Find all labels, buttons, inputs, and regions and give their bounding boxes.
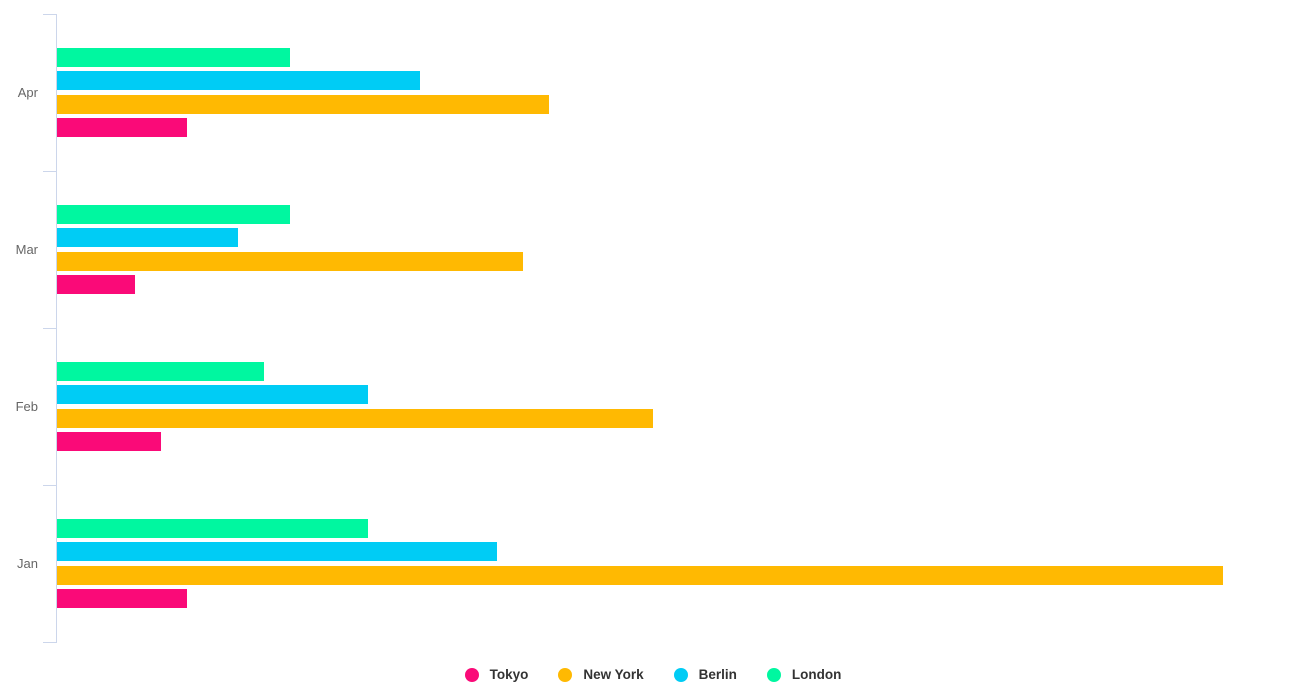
category-group-apr: Apr: [0, 14, 1306, 171]
bar-london-apr[interactable]: [57, 47, 291, 67]
category-label-apr: Apr: [17, 85, 38, 100]
category-label-mar: Mar: [15, 242, 38, 257]
bar-group: [57, 47, 550, 138]
legend-item-berlin[interactable]: Berlin: [673, 667, 737, 682]
bar-berlin-apr[interactable]: [57, 71, 420, 91]
bar-berlin-mar[interactable]: [57, 228, 239, 248]
category-group-feb: Feb: [0, 328, 1306, 485]
bar-london-feb[interactable]: [57, 361, 265, 381]
legend-item-new-york[interactable]: New York: [558, 667, 644, 682]
bar-tokyo-feb[interactable]: [57, 432, 161, 452]
bar-group: [57, 518, 1223, 609]
category-group-jan: Jan: [0, 485, 1306, 642]
bar-london-mar[interactable]: [57, 204, 291, 224]
axis-tick: [43, 171, 57, 172]
legend-marker-icon: [558, 667, 573, 682]
legend-marker-icon: [673, 667, 688, 682]
legend-marker-icon: [766, 667, 781, 682]
category-label-feb: Feb: [15, 399, 38, 414]
axis-tick: [43, 14, 57, 15]
bar-new-york-feb[interactable]: [57, 408, 653, 428]
bar-new-york-jan[interactable]: [57, 565, 1223, 585]
category-group-mar: Mar: [0, 171, 1306, 328]
bar-group: [57, 204, 524, 295]
bar-tokyo-apr[interactable]: [57, 118, 187, 138]
legend-item-london[interactable]: London: [766, 667, 842, 682]
legend-label: New York: [583, 667, 644, 682]
bar-berlin-jan[interactable]: [57, 542, 498, 562]
legend-label: London: [791, 667, 842, 682]
bar-tokyo-jan[interactable]: [57, 589, 187, 609]
category-label-jan: Jan: [17, 556, 38, 571]
bar-london-jan[interactable]: [57, 518, 368, 538]
bar-new-york-apr[interactable]: [57, 94, 550, 114]
legend-marker-icon: [464, 667, 479, 682]
bar-tokyo-mar[interactable]: [57, 275, 135, 295]
legend-label: Berlin: [698, 667, 737, 682]
axis-tick: [43, 642, 57, 643]
legend-item-tokyo[interactable]: Tokyo: [464, 667, 529, 682]
bar-group: [57, 361, 653, 452]
axis-tick: [43, 328, 57, 329]
bar-new-york-mar[interactable]: [57, 251, 524, 271]
bar-berlin-feb[interactable]: [57, 385, 368, 405]
axis-tick: [43, 485, 57, 486]
legend-label: Tokyo: [489, 667, 529, 682]
legend: Tokyo New York Berlin London: [0, 662, 1306, 687]
